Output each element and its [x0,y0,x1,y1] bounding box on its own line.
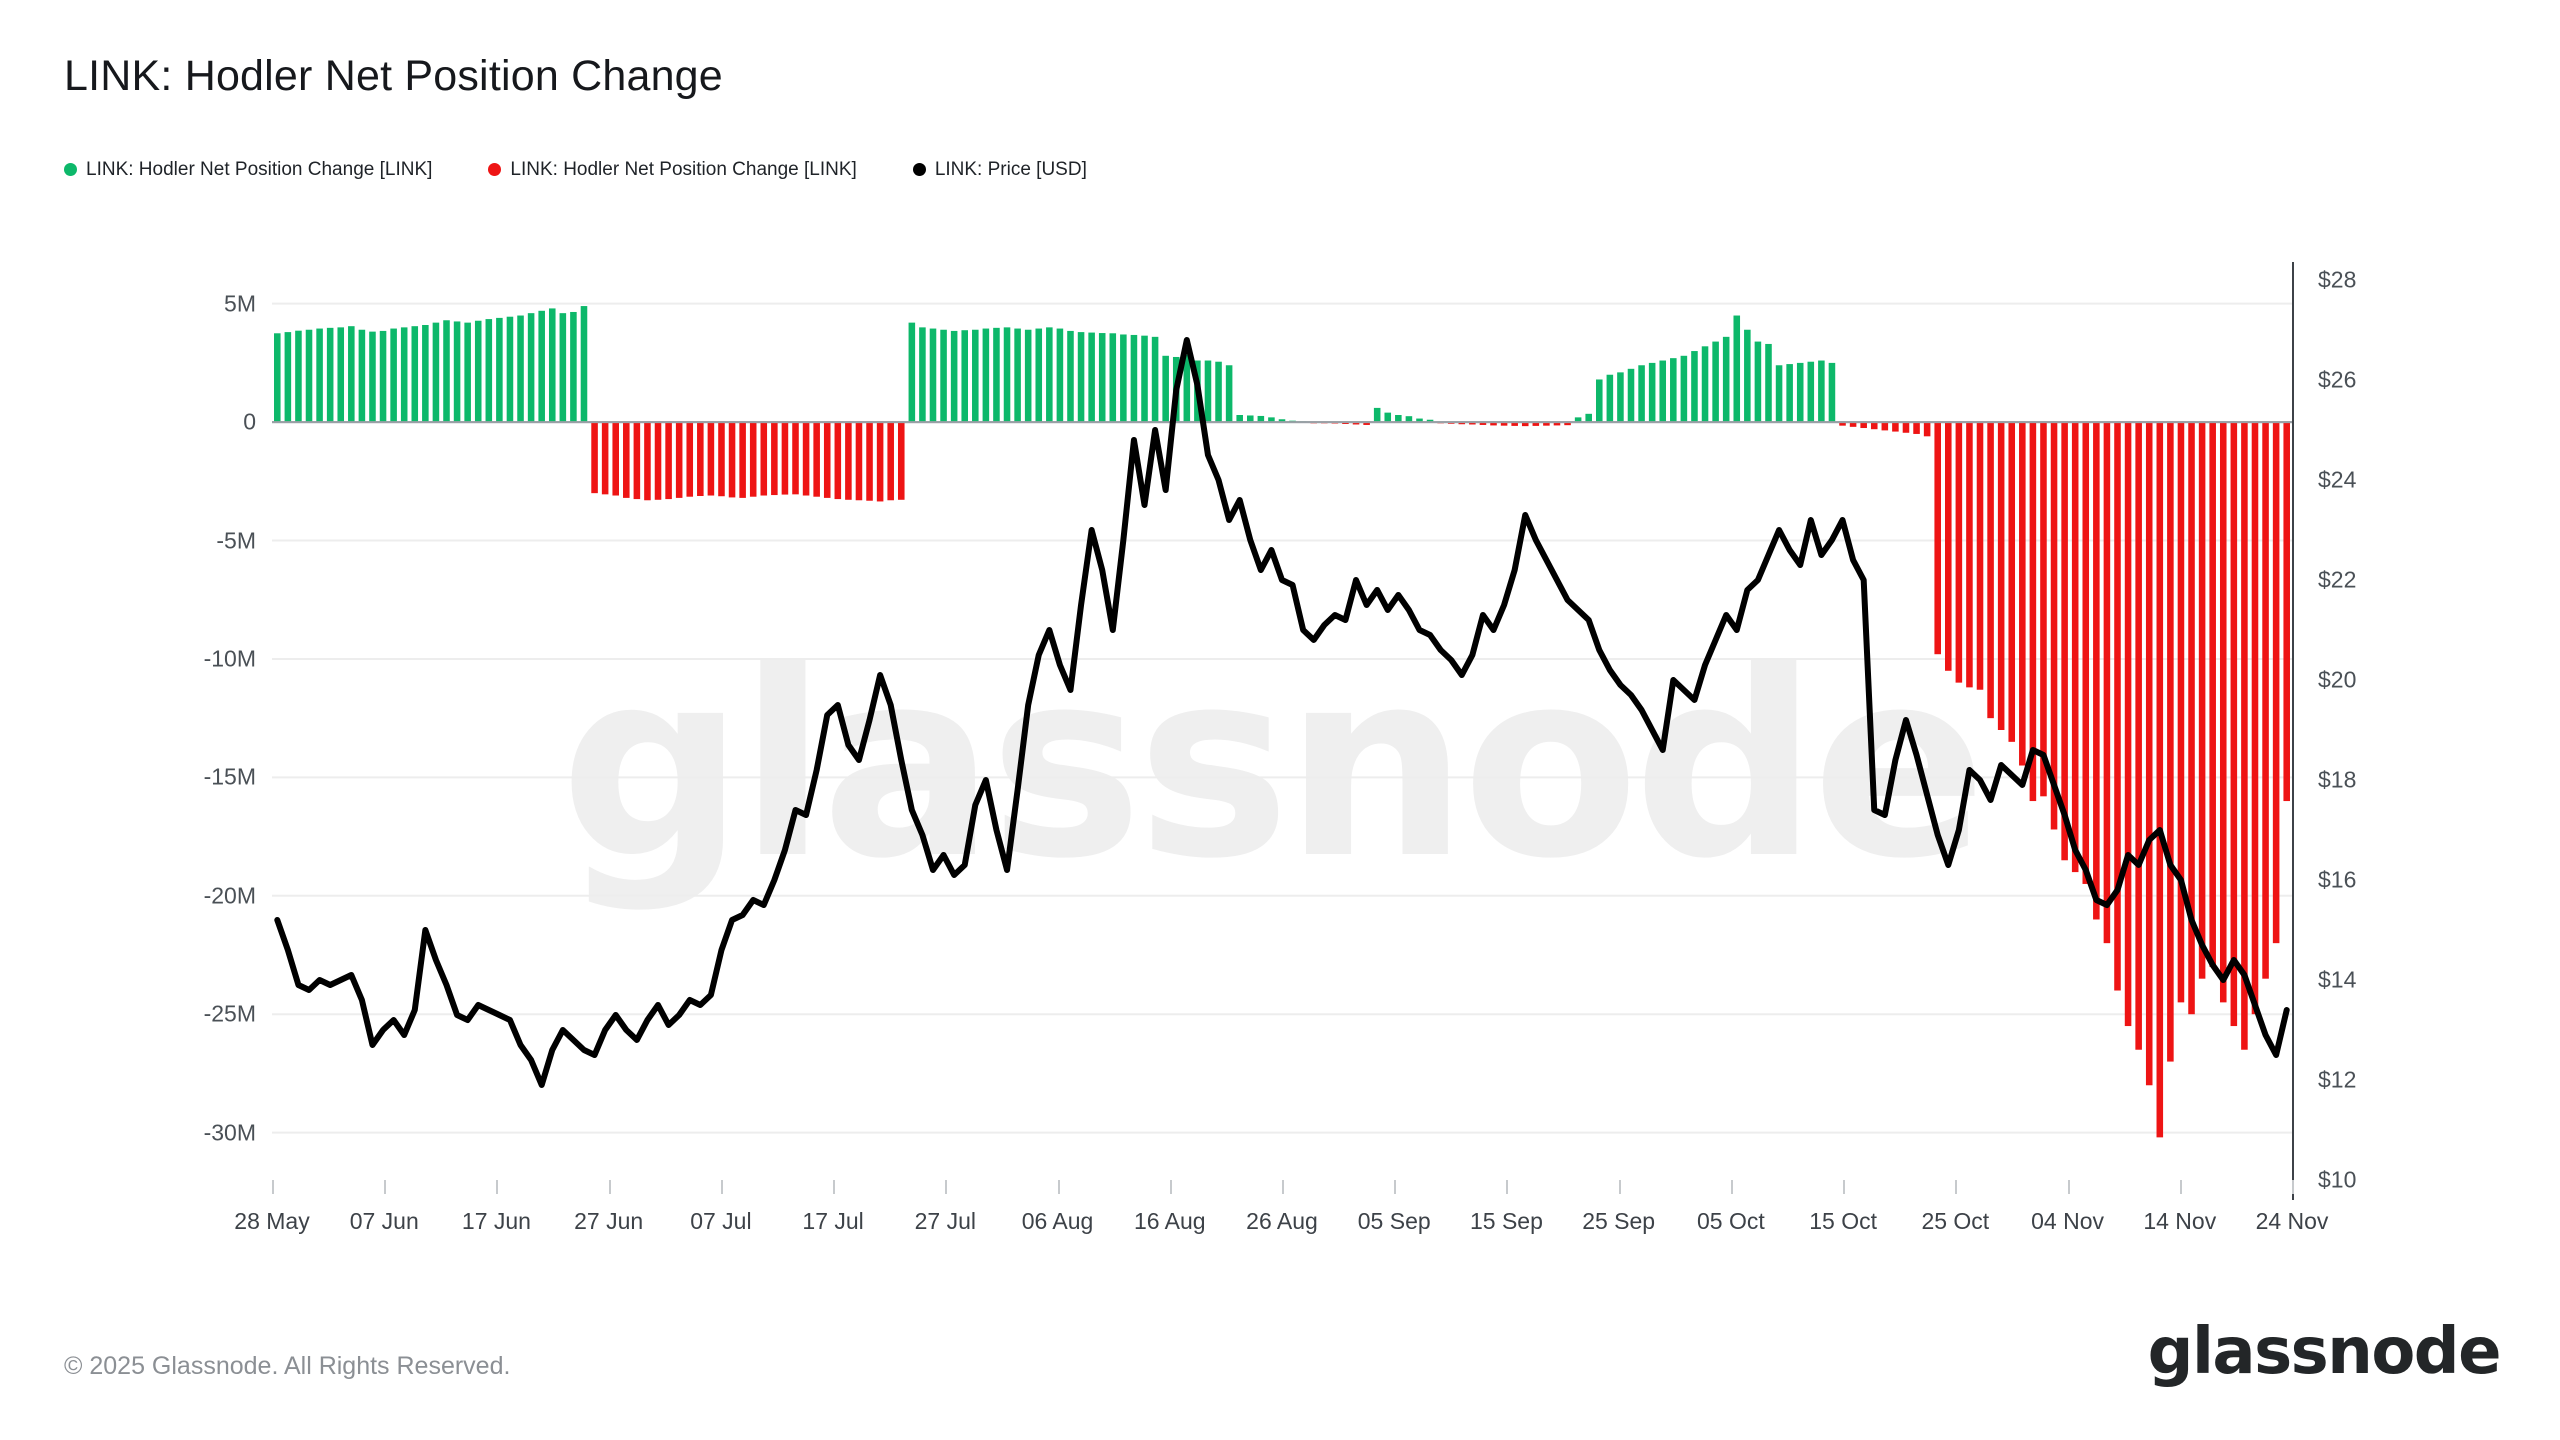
x-axis-tick: 17 Jul [802,1208,864,1234]
y-axis-left-tick: -10M [203,645,256,672]
y-axis-left-tick: 5M [224,290,256,317]
x-axis-tick: 27 Jul [914,1208,977,1234]
chart-legend: LINK: Hodler Net Position Change [LINK] … [64,160,1143,179]
x-axis-tick: 05 Sep [1357,1208,1431,1234]
x-axis-tick-mark [833,1180,836,1194]
x-axis-tick-mark [496,1180,499,1194]
y-axis-left-tick: -20M [203,882,256,909]
y-axis-right-tick: $24 [2318,466,2357,493]
x-axis-tick: 07 Jul [690,1208,752,1234]
x-axis-tick-mark [2292,1180,2294,1194]
x-axis-tick-mark [1843,1180,1846,1194]
x-axis-tick-mark [1057,1180,1060,1194]
x-axis-tick-mark [1730,1180,1733,1194]
legend-item-price[interactable]: LINK: Price [USD] [912,159,1087,180]
chart-plot-area[interactable] [272,280,2292,1180]
x-axis-tick: 15 Oct [1809,1208,1877,1234]
footer-copyright: © 2025 Glassnode. All Rights Reserved. [64,1352,511,1380]
x-axis-tick-mark [272,1180,274,1194]
x-axis-tick: 07 Jun [349,1208,419,1234]
axis-spine-right [2292,262,2294,1200]
x-axis-tick: 17 Jun [461,1208,531,1234]
legend-dot-green-icon [64,163,77,176]
y-axis-left-tick: -5M [216,527,256,554]
y-axis-right-tick: $20 [2318,666,2357,693]
x-axis-tick: 28 May [234,1208,310,1234]
x-axis-tick-mark [384,1180,387,1194]
legend-label-price: LINK: Price [USD] [934,159,1087,180]
x-axis-tick: 26 Aug [1246,1208,1318,1234]
y-axis-right-tick: $18 [2318,766,2357,793]
x-axis-tick-mark [945,1180,948,1194]
glassnode-logo: glassnode [2147,1315,2502,1389]
y-axis-left-tick: -15M [203,763,256,790]
x-axis-tick-mark [1618,1180,1621,1194]
y-axis-right-tick: $10 [2318,1166,2357,1193]
x-axis-tick: 15 Sep [1469,1208,1543,1234]
chart-canvas [272,302,2292,1138]
x-axis-tick: 25 Oct [1921,1208,1990,1234]
y-axis-right-tick: $22 [2318,566,2357,593]
y-axis-right-tick: $28 [2318,266,2357,293]
x-axis-tick-mark [1169,1180,1172,1194]
legend-item-positive[interactable]: LINK: Hodler Net Position Change [LINK] [64,160,432,179]
x-axis-tick: 27 Jun [574,1208,644,1234]
x-axis-tick: 06 Aug [1021,1208,1094,1234]
y-axis-right-tick: $14 [2318,966,2357,993]
x-axis-tick: 25 Sep [1582,1208,1656,1234]
x-axis-tick: 05 Oct [1696,1208,1765,1234]
y-axis-left-tick: -25M [203,1000,256,1027]
y-axis-right-tick: $26 [2318,366,2357,393]
x-axis-tick-mark [1394,1180,1397,1194]
y-axis-left-tick: 0 [243,408,256,435]
x-axis-tick-mark [2067,1180,2070,1194]
page-title: LINK: Hodler Net Position Change [64,52,723,100]
x-axis-tick: 16 Aug [1133,1208,1206,1234]
legend-label-positive: LINK: Hodler Net Position Change [LINK] [86,159,433,180]
x-axis-tick: 04 Nov [2031,1208,2104,1234]
x-axis-tick-mark [608,1180,611,1194]
legend-label-negative: LINK: Hodler Net Position Change [LINK] [510,159,857,180]
x-axis-tick-mark [1955,1180,1958,1194]
y-axis-left-tick: -30M [203,1119,256,1146]
x-axis-tick: 24 Nov [2255,1208,2329,1234]
x-axis-tick: 14 Nov [2143,1208,2217,1234]
legend-item-negative[interactable]: LINK: Hodler Net Position Change [LINK] [488,159,857,180]
y-axis-right-tick: $12 [2318,1066,2357,1093]
legend-dot-black-icon [912,163,926,176]
x-axis-tick-mark [1506,1180,1509,1194]
x-axis-tick-mark [720,1180,723,1194]
legend-dot-red-icon [488,163,502,176]
y-axis-right-tick: $16 [2318,866,2357,893]
x-axis-tick-mark [1282,1180,1284,1194]
x-axis-tick-mark [2179,1180,2182,1194]
